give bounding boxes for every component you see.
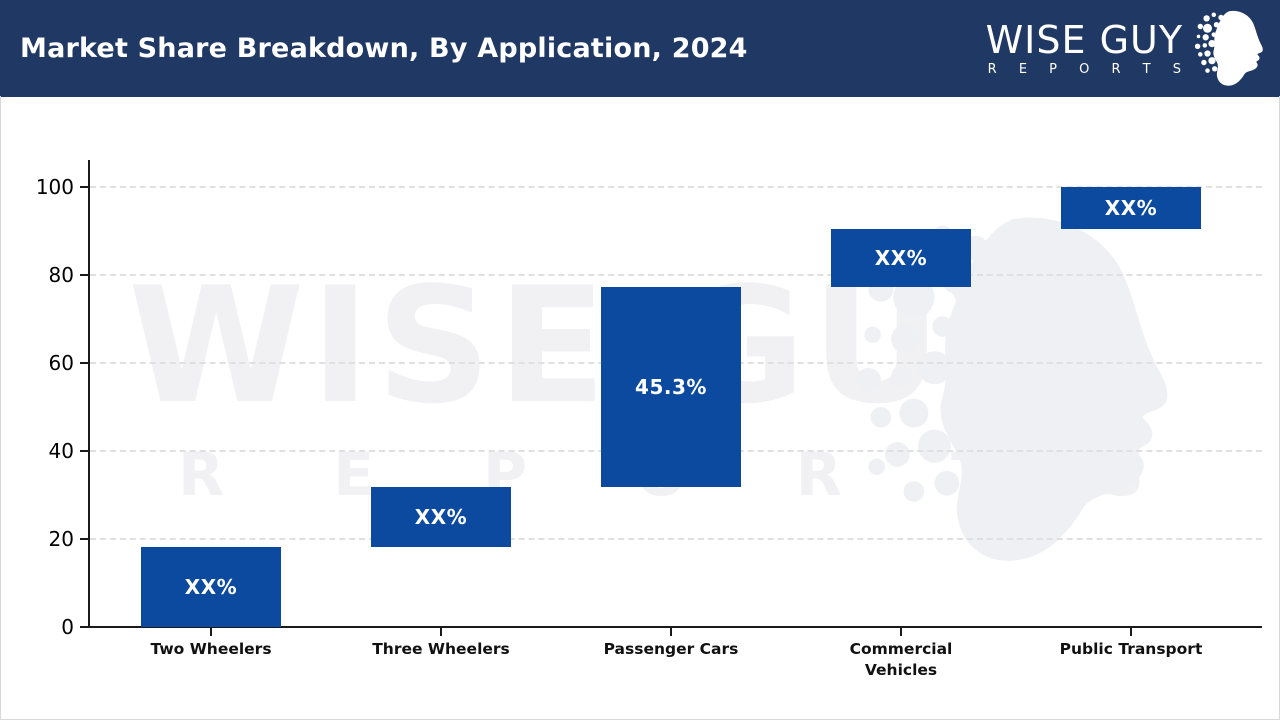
chart-title: Market Share Breakdown, By Application, … [20,33,748,64]
y-tick-label-80: 80 [48,263,74,287]
x-tick-two-wheelers [210,628,212,636]
y-tick-20 [80,538,88,540]
gridline-20 [90,538,1262,540]
bar-passenger-cars: 45.3% [601,287,741,487]
brand-logo-name: WISE GUY [985,17,1184,62]
bar-value-label-passenger-cars: 45.3% [635,374,707,399]
header-bar: Market Share Breakdown, By Application, … [0,0,1280,97]
y-tick-60 [80,362,88,364]
bar-value-label-public-transport: XX% [1104,195,1158,220]
bar-three-wheelers: XX% [371,486,511,547]
x-category-label-three-wheelers: Three Wheelers [372,640,510,658]
watermark-head-graphic [856,217,1168,561]
gridline-100 [90,186,1262,188]
y-tick-label-60: 60 [48,351,74,375]
y-tick-80 [80,274,88,276]
bar-public-transport: XX% [1061,187,1201,229]
x-tick-public-transport [1130,628,1132,636]
brand-logo-head-icon [1194,10,1263,86]
x-tick-three-wheelers [440,628,442,636]
brand-logo-subtitle: R E P O R T S [987,62,1190,78]
bar-value-label-three-wheelers: XX% [414,504,468,529]
y-tick-0 [80,626,88,628]
bar-two-wheelers: XX% [141,546,281,627]
x-category-label-passenger-cars: Passenger Cars [603,640,739,658]
y-tick-40 [80,450,88,452]
x-category-label-public-transport: Public Transport [1059,640,1203,658]
y-tick-label-40: 40 [48,439,74,463]
x-tick-passenger-cars [670,628,672,636]
bar-value-label-commercial-vehicles: XX% [874,246,928,271]
bar-value-label-two-wheelers: XX% [184,574,238,599]
x-category-label-two-wheelers: Two Wheelers [150,640,272,658]
y-axis-line [88,160,90,628]
y-tick-100 [80,186,88,188]
brand-logo: WISE GUY R E P O R T S [979,6,1266,92]
x-axis-line [88,626,1262,628]
y-tick-label-20: 20 [48,527,74,551]
y-tick-label-100: 100 [35,175,74,199]
y-tick-label-0: 0 [61,615,74,639]
bar-commercial-vehicles: XX% [831,228,971,288]
x-category-label-commercial-vehicles: Commercial Vehicles [849,640,953,679]
gridline-80 [90,274,1262,276]
x-tick-commercial-vehicles [900,628,902,636]
